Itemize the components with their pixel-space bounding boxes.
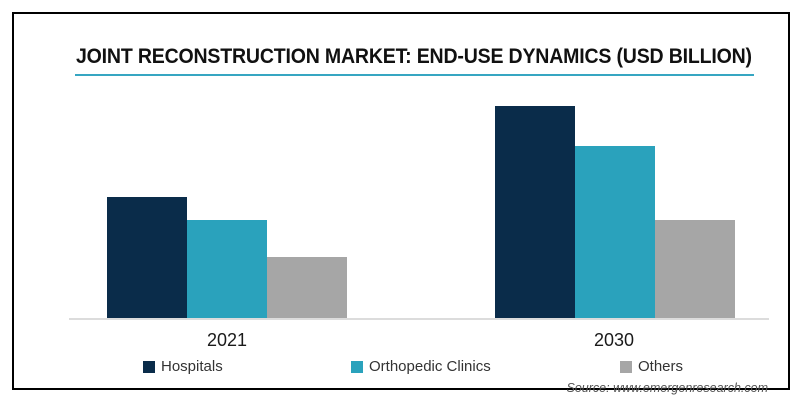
legend-item-hospitals: Hospitals: [143, 358, 223, 375]
source-credit: Source: www.emergenresearch.com: [566, 381, 768, 395]
legend-item-others: Others: [620, 358, 683, 375]
x-axis-label-2021: 2021: [206, 330, 248, 350]
bar-hospitals-2021: [107, 197, 187, 318]
bar-others-2021: [267, 256, 347, 318]
bar-orthopedic-clinics-2030: [575, 146, 655, 318]
plot-area: [14, 14, 800, 400]
legend-label-hospitals: Hospitals: [161, 358, 223, 375]
bar-hospitals-2030: [495, 106, 575, 318]
legend-swatch-hospitals-icon: [143, 360, 155, 373]
x-axis-line: [69, 318, 769, 320]
legend-swatch-orthopedic-clinics-icon: [351, 360, 363, 373]
legend-label-others: Others: [638, 358, 684, 375]
legend-label-orthopedic-clinics: Orthopedic Clinics: [369, 358, 491, 375]
legend-swatch-others-icon: [620, 360, 632, 373]
title-underline: [75, 74, 754, 76]
legend-item-orthopedic-clinics: Orthopedic Clinics: [351, 358, 491, 375]
bar-others-2030: [655, 220, 735, 318]
x-axis-label-2030: 2030: [593, 330, 635, 350]
page-title: JOINT RECONSTRUCTION MARKET: END-USE DYN…: [76, 45, 752, 68]
chart-frame: JOINT RECONSTRUCTION MARKET: END-USE DYN…: [12, 12, 790, 395]
bar-orthopedic-clinics-2021: [187, 220, 267, 318]
